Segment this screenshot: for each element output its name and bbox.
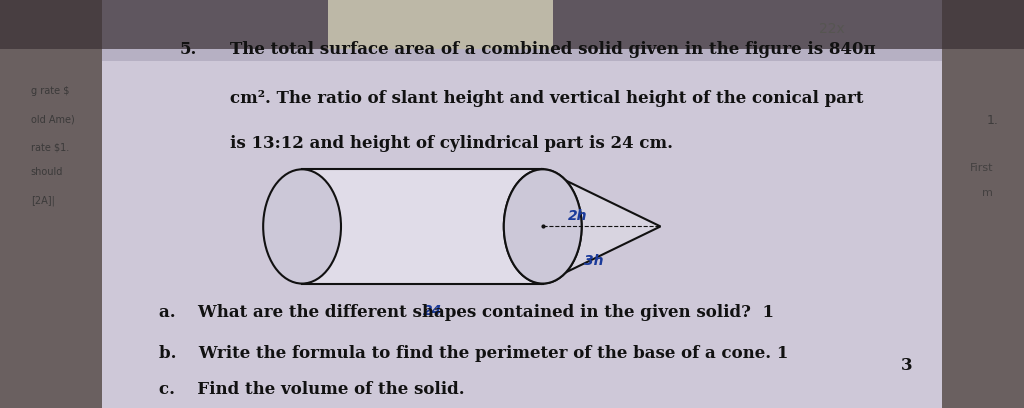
Polygon shape	[543, 169, 660, 284]
Text: 24: 24	[423, 304, 442, 318]
Text: rate $1.: rate $1.	[31, 143, 69, 153]
Text: is 13:12 and height of cylindrical part is 24 cm.: is 13:12 and height of cylindrical part …	[230, 135, 674, 152]
Text: a.  What are the different shapes contained in the given solid? 1: a. What are the different shapes contain…	[159, 304, 774, 321]
Text: should: should	[31, 167, 63, 177]
Text: 3h: 3h	[584, 254, 603, 268]
Text: 1.: 1.	[986, 114, 998, 127]
FancyBboxPatch shape	[102, 0, 942, 61]
FancyBboxPatch shape	[102, 0, 942, 408]
Text: cm². The ratio of slant height and vertical height of the conical part: cm². The ratio of slant height and verti…	[230, 90, 864, 107]
Text: old Ame): old Ame)	[31, 114, 75, 124]
Text: 22x: 22x	[819, 22, 845, 36]
FancyBboxPatch shape	[0, 0, 1024, 49]
Text: 5.: 5.	[179, 41, 197, 58]
Text: m: m	[982, 188, 993, 198]
Text: c.  Find the volume of the solid.: c. Find the volume of the solid.	[159, 381, 464, 399]
Text: [2A]|: [2A]|	[31, 196, 54, 206]
FancyBboxPatch shape	[328, 0, 553, 49]
Text: 2h: 2h	[568, 209, 588, 223]
Ellipse shape	[263, 169, 341, 284]
Text: g rate $: g rate $	[31, 86, 69, 96]
Text: The total surface area of a combined solid given in the figure is 840π: The total surface area of a combined sol…	[230, 41, 876, 58]
Text: 3: 3	[901, 357, 912, 374]
Ellipse shape	[504, 169, 582, 284]
FancyBboxPatch shape	[302, 169, 543, 284]
Text: First: First	[970, 163, 993, 173]
Text: b.  Write the formula to find the perimeter of the base of a cone. 1: b. Write the formula to find the perimet…	[159, 345, 788, 362]
Ellipse shape	[504, 169, 582, 284]
